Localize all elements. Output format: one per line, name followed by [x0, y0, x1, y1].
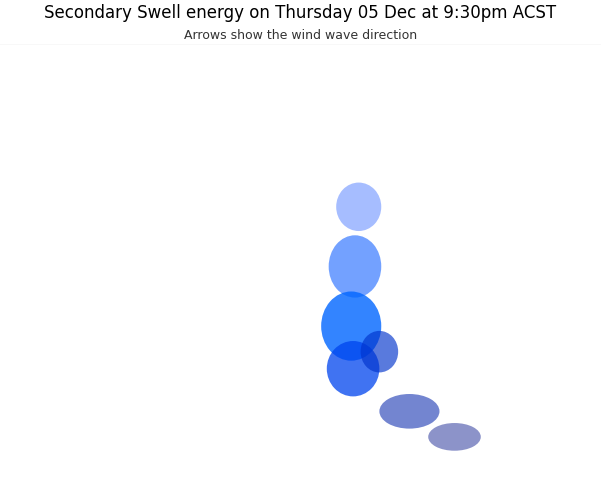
Ellipse shape [321, 291, 381, 361]
Ellipse shape [379, 394, 439, 428]
Ellipse shape [336, 183, 381, 231]
Ellipse shape [327, 341, 379, 396]
Ellipse shape [329, 235, 381, 298]
Ellipse shape [361, 331, 398, 372]
Text: Secondary Swell energy on Thursday 05 Dec at 9:30pm ACST: Secondary Swell energy on Thursday 05 De… [44, 4, 557, 22]
Ellipse shape [428, 423, 481, 451]
Text: Arrows show the wind wave direction: Arrows show the wind wave direction [184, 28, 417, 41]
